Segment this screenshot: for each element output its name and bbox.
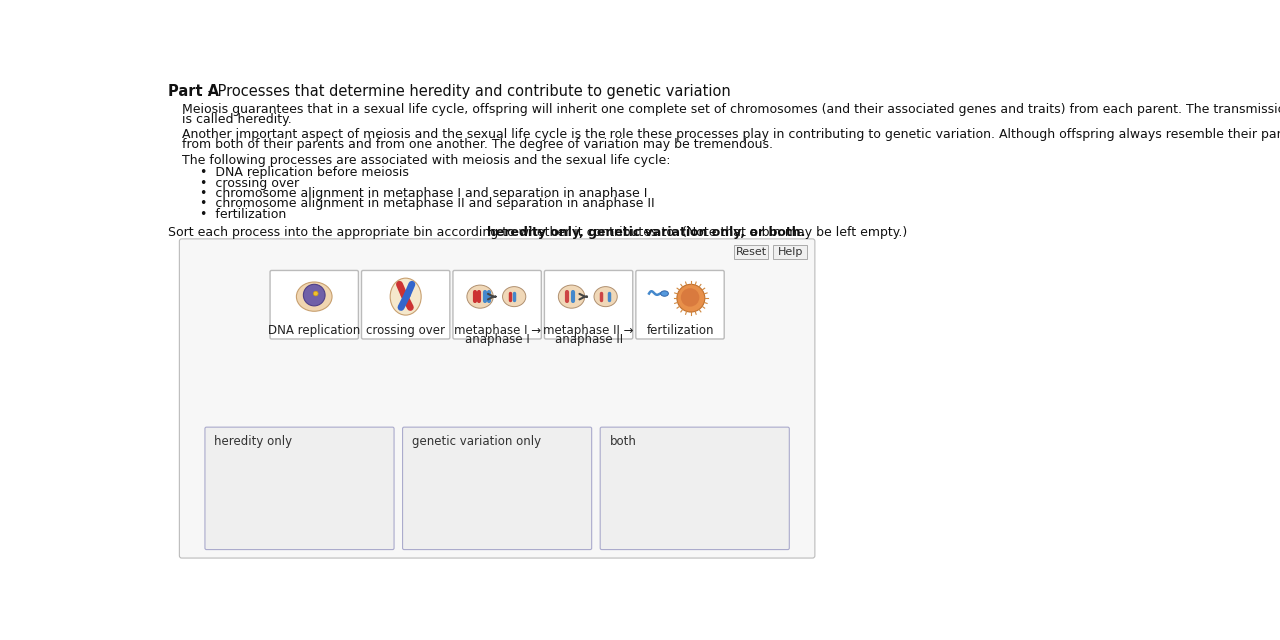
Text: anaphase I: anaphase I <box>465 333 530 346</box>
Ellipse shape <box>660 291 668 296</box>
Text: genetic variation only: genetic variation only <box>412 435 541 448</box>
Text: metaphase II →: metaphase II → <box>543 324 634 337</box>
Ellipse shape <box>390 278 421 315</box>
Text: •  DNA replication before meiosis: • DNA replication before meiosis <box>200 166 410 179</box>
FancyBboxPatch shape <box>600 427 790 550</box>
Text: anaphase II: anaphase II <box>554 333 622 346</box>
FancyBboxPatch shape <box>205 427 394 550</box>
Ellipse shape <box>594 287 617 307</box>
Text: •  chromosome alignment in metaphase II and separation in anaphase II: • chromosome alignment in metaphase II a… <box>200 197 655 211</box>
Text: Help: Help <box>777 247 803 257</box>
Text: fertilization: fertilization <box>646 324 714 337</box>
FancyBboxPatch shape <box>544 271 632 339</box>
Ellipse shape <box>503 287 526 307</box>
Text: heredity only, genetic variation only, or both.: heredity only, genetic variation only, o… <box>486 226 805 239</box>
FancyBboxPatch shape <box>361 271 449 339</box>
Ellipse shape <box>297 282 332 311</box>
Text: both: both <box>609 435 636 448</box>
Text: crossing over: crossing over <box>366 324 445 337</box>
FancyBboxPatch shape <box>773 245 808 259</box>
Text: •  crossing over: • crossing over <box>200 177 300 189</box>
Text: Another important aspect of meiosis and the sexual life cycle is the role these : Another important aspect of meiosis and … <box>182 129 1280 141</box>
Text: - Processes that determine heredity and contribute to genetic variation: - Processes that determine heredity and … <box>204 84 731 99</box>
FancyBboxPatch shape <box>403 427 591 550</box>
Circle shape <box>677 284 705 312</box>
Text: •  chromosome alignment in metaphase I and separation in anaphase I: • chromosome alignment in metaphase I an… <box>200 187 648 200</box>
Text: (Note that a bin may be left empty.): (Note that a bin may be left empty.) <box>678 226 908 239</box>
FancyBboxPatch shape <box>270 271 358 339</box>
Circle shape <box>314 291 319 296</box>
FancyBboxPatch shape <box>453 271 541 339</box>
FancyBboxPatch shape <box>735 245 768 259</box>
FancyBboxPatch shape <box>636 271 724 339</box>
Text: Part A: Part A <box>168 84 219 99</box>
Ellipse shape <box>467 285 493 308</box>
Circle shape <box>303 284 325 306</box>
Text: •  fertilization: • fertilization <box>200 208 287 221</box>
Text: The following processes are associated with meiosis and the sexual life cycle:: The following processes are associated w… <box>182 154 671 167</box>
Circle shape <box>681 288 699 307</box>
Text: DNA replication: DNA replication <box>268 324 361 337</box>
Text: Sort each process into the appropriate bin according to whether it contributes t: Sort each process into the appropriate b… <box>168 226 677 239</box>
Text: is called heredity.: is called heredity. <box>182 113 292 126</box>
Ellipse shape <box>558 285 585 308</box>
Text: metaphase I →: metaphase I → <box>453 324 540 337</box>
Text: from both of their parents and from one another. The degree of variation may be : from both of their parents and from one … <box>182 138 773 152</box>
FancyBboxPatch shape <box>179 239 815 558</box>
Text: Meiosis guarantees that in a sexual life cycle, offspring will inherit one compl: Meiosis guarantees that in a sexual life… <box>182 103 1280 116</box>
Text: heredity only: heredity only <box>214 435 292 448</box>
Text: Reset: Reset <box>736 247 767 257</box>
